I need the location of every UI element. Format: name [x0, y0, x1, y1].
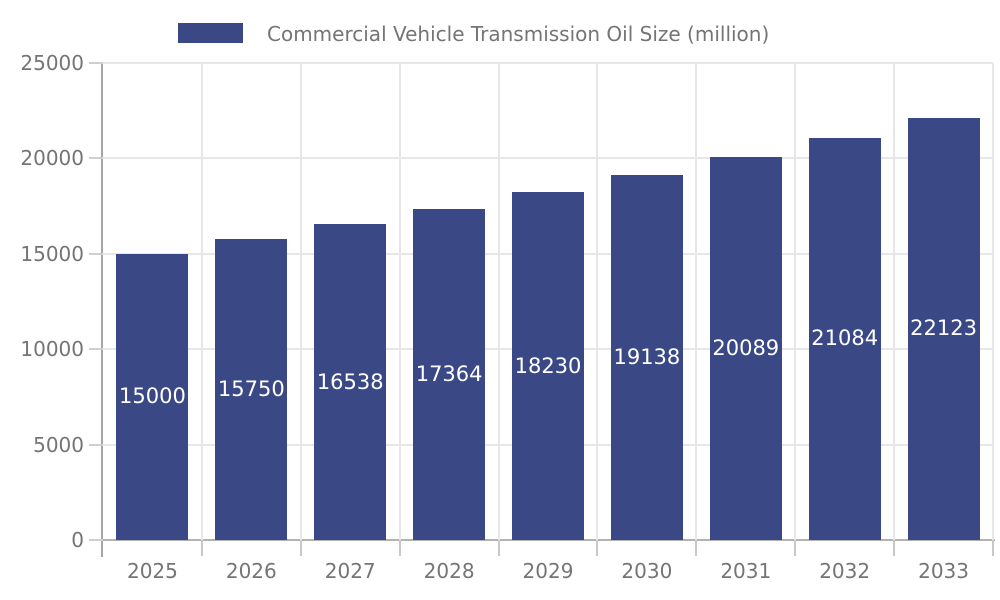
x-axis-tick	[596, 540, 599, 556]
bar: 16538	[314, 224, 387, 540]
y-axis-tick	[89, 539, 103, 541]
bar-value-label: 16538	[316, 369, 384, 394]
bar-value-label: 18230	[514, 353, 582, 378]
y-axis-line	[101, 63, 103, 557]
x-tick-label: 2030	[621, 559, 673, 583]
gridline-vertical	[299, 63, 302, 540]
x-axis-tick	[200, 540, 203, 556]
y-tick-label: 20000	[20, 146, 84, 171]
legend-label: Commercial Vehicle Transmission Oil Size…	[267, 22, 770, 46]
bar-value-label: 15750	[217, 377, 285, 402]
x-axis-tick	[794, 540, 797, 556]
bar-value-label: 15000	[119, 384, 186, 409]
gridline-vertical	[893, 63, 896, 540]
bar: 18230	[512, 192, 584, 540]
x-axis-tick	[299, 540, 302, 556]
x-tick-label: 2025	[126, 559, 178, 583]
bar: 17364	[413, 208, 486, 540]
bar: 21084	[808, 137, 881, 540]
legend-swatch	[178, 23, 243, 43]
bar-value-label: 17364	[415, 361, 483, 386]
y-axis-tick	[89, 252, 103, 255]
gridline-horizontal	[103, 62, 993, 64]
gridline-vertical	[992, 63, 994, 540]
y-tick-label: 25000	[20, 51, 84, 75]
x-tick-label: 2032	[819, 559, 871, 583]
x-axis-tick	[695, 540, 698, 556]
bar-value-label: 19138	[613, 344, 681, 369]
bar: 15750	[215, 239, 288, 540]
bar-value-label: 21084	[811, 326, 879, 351]
gridline-vertical	[596, 63, 599, 540]
y-tick-label: 10000	[20, 337, 84, 362]
gridline-vertical	[200, 63, 203, 540]
y-axis-tick	[89, 157, 103, 160]
y-axis-tick	[89, 443, 103, 446]
bar: 15000	[116, 253, 189, 540]
x-tick-label: 2029	[522, 559, 574, 583]
x-tick-label: 2026	[225, 559, 277, 583]
y-tick-label: 15000	[20, 241, 84, 266]
bar: 19138	[610, 174, 683, 540]
gridline-vertical	[497, 63, 500, 540]
x-axis-tick	[893, 540, 896, 556]
x-tick-label: 2028	[423, 559, 475, 583]
bar-value-label: 22123	[910, 316, 977, 341]
y-axis-tick	[89, 348, 103, 351]
gridline-vertical	[794, 63, 797, 540]
gridline-vertical	[695, 63, 698, 540]
x-axis-line	[101, 539, 995, 541]
y-tick-label: 5000	[33, 432, 84, 457]
x-axis-tick	[992, 540, 994, 556]
bar: 22123	[907, 117, 980, 540]
bar-value-label: 20089	[712, 335, 780, 360]
gridline-horizontal	[103, 157, 993, 160]
x-axis-tick	[398, 540, 401, 556]
y-axis-tick	[89, 62, 103, 64]
y-tick-label: 0	[71, 528, 84, 552]
gridline-vertical	[398, 63, 401, 540]
x-tick-label: 2033	[918, 559, 969, 583]
bar: 20089	[709, 156, 782, 540]
x-tick-label: 2031	[720, 559, 772, 583]
x-tick-label: 2027	[324, 559, 376, 583]
x-axis-tick	[497, 540, 500, 556]
